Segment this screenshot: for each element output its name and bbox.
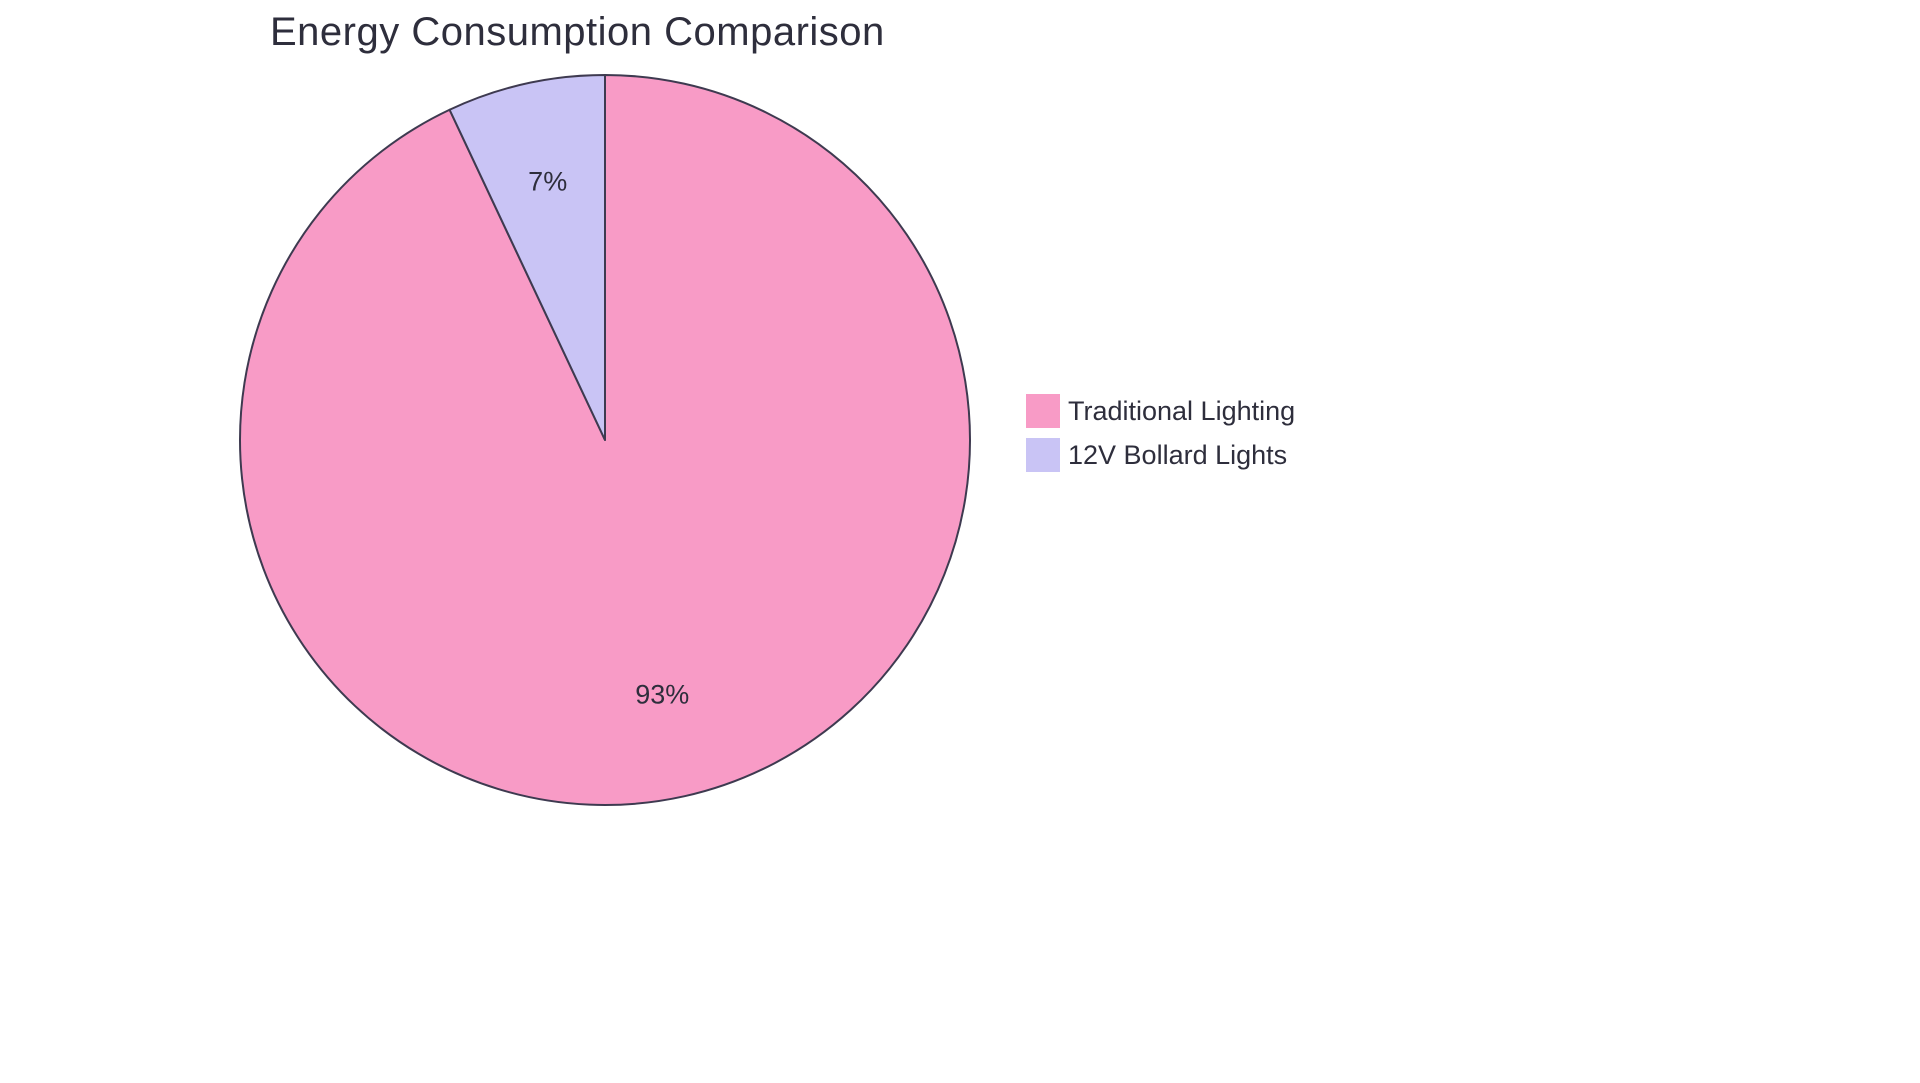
legend-label-12v-bollard-lights: 12V Bollard Lights: [1068, 439, 1288, 470]
legend-item-12v-bollard-lights[interactable]: 12V Bollard Lights: [1026, 438, 1295, 472]
pie-slice-12v-bollard-lights[interactable]: [448, 74, 606, 441]
chart-title: Energy Consumption Comparison: [270, 10, 885, 54]
legend-swatch-traditional-lighting: [1026, 394, 1060, 428]
legend-item-traditional-lighting[interactable]: Traditional Lighting: [1026, 394, 1295, 428]
legend-label-traditional-lighting: Traditional Lighting: [1068, 395, 1296, 426]
slice-percent-label-traditional-lighting: 93%: [635, 680, 689, 710]
legend: Traditional Lighting 12V Bollard Lights: [1026, 394, 1295, 472]
slice-percent-label-12v-bollard-lights: 7%: [528, 167, 567, 197]
legend-swatch-12v-bollard-lights: [1026, 438, 1060, 472]
